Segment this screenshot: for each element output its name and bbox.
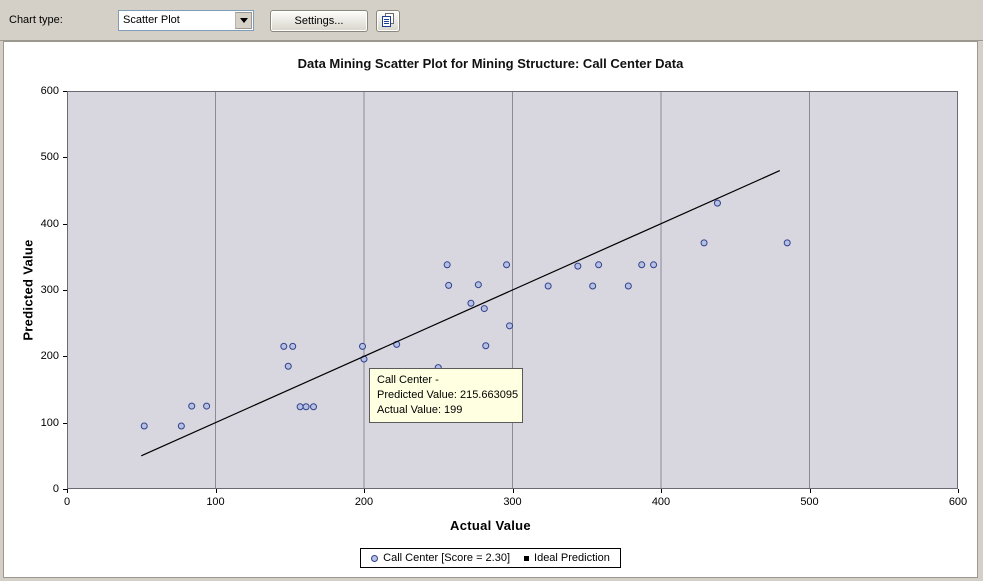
- y-tick-mark: [63, 91, 67, 92]
- scatter-point[interactable]: [482, 342, 490, 350]
- scatter-point[interactable]: [480, 305, 488, 313]
- legend-item-call-center: Call Center [Score = 2.30]: [371, 552, 510, 564]
- y-tick-label: 600: [40, 85, 59, 97]
- legend-label-call-center: Call Center [Score = 2.30]: [383, 552, 511, 564]
- x-axis-label: Actual Value: [450, 518, 531, 533]
- chevron-down-icon: [239, 18, 248, 23]
- x-tick-label: 500: [800, 496, 819, 508]
- scatter-point[interactable]: [359, 342, 367, 350]
- scatter-point[interactable]: [474, 281, 482, 289]
- chart-type-selected-value: Scatter Plot: [123, 14, 180, 26]
- chart-type-dropdown-arrow[interactable]: [235, 12, 252, 29]
- scatter-point[interactable]: [280, 342, 288, 350]
- scatter-marker-icon: [371, 554, 379, 562]
- scatter-point[interactable]: [177, 422, 185, 430]
- x-tick-mark: [958, 489, 959, 493]
- x-tick-mark: [661, 489, 662, 493]
- scatter-point[interactable]: [506, 322, 514, 330]
- x-tick-label: 0: [63, 496, 71, 508]
- scatter-point[interactable]: [289, 342, 297, 350]
- scatter-point[interactable]: [650, 261, 658, 269]
- copy-icon: [380, 12, 396, 31]
- x-tick-label: 200: [354, 496, 374, 508]
- scatter-point[interactable]: [140, 422, 148, 430]
- x-tick-label: 100: [206, 496, 225, 508]
- scatter-point[interactable]: [713, 199, 721, 207]
- scatter-plot: [67, 91, 958, 489]
- x-tick-mark: [809, 489, 811, 493]
- scatter-point[interactable]: [310, 403, 318, 411]
- tooltip-actual-line: Actual Value: 199: [377, 404, 463, 416]
- scatter-point[interactable]: [624, 282, 632, 290]
- y-tick-mark: [63, 223, 67, 225]
- scatter-point[interactable]: [203, 402, 211, 410]
- scatter-point[interactable]: [700, 239, 708, 247]
- x-tick-mark: [215, 489, 217, 493]
- scatter-point[interactable]: [188, 402, 196, 410]
- x-tick-label: 300: [503, 496, 522, 508]
- y-tick-mark: [63, 422, 67, 424]
- toolbar: Chart type: Scatter Plot Settings...: [0, 0, 983, 41]
- chart-type-select[interactable]: Scatter Plot: [118, 10, 254, 31]
- x-tick-mark: [512, 489, 514, 493]
- scatter-point[interactable]: [443, 261, 451, 269]
- chart-panel: Data Mining Scatter Plot for Mining Stru…: [3, 41, 978, 578]
- scatter-point[interactable]: [783, 239, 791, 247]
- scatter-point[interactable]: [595, 261, 603, 269]
- legend-box: Call Center [Score = 2.30] Ideal Predict…: [360, 548, 621, 568]
- scatter-point[interactable]: [589, 282, 597, 290]
- x-tick-mark: [67, 489, 68, 493]
- plot-border: [67, 91, 958, 489]
- legend-label-ideal-prediction: Ideal Prediction: [534, 552, 610, 564]
- x-tick-label: 400: [651, 496, 671, 508]
- x-tick-label: 600: [948, 496, 968, 508]
- y-tick-label: 100: [40, 416, 59, 429]
- y-tick-label: 400: [40, 217, 59, 230]
- scatter-point[interactable]: [503, 261, 511, 269]
- y-tick-mark: [63, 356, 67, 358]
- scatter-point[interactable]: [574, 262, 582, 270]
- y-tick-mark: [63, 489, 67, 490]
- ideal-prediction-line: [141, 170, 781, 457]
- scatter-point[interactable]: [544, 282, 552, 290]
- scatter-point[interactable]: [467, 299, 475, 307]
- settings-button[interactable]: Settings...: [270, 10, 368, 32]
- scatter-point[interactable]: [302, 403, 310, 411]
- chart-type-label: Chart type:: [9, 14, 63, 26]
- scatter-point[interactable]: [284, 362, 292, 370]
- y-tick-label: 200: [40, 350, 59, 363]
- y-tick-label: 500: [40, 151, 59, 164]
- scatter-point[interactable]: [445, 281, 453, 289]
- line-marker-icon: [524, 555, 530, 561]
- legend: Call Center [Score = 2.30] Ideal Predict…: [4, 548, 977, 568]
- legend-item-ideal-prediction: Ideal Prediction: [524, 552, 610, 564]
- tooltip-predicted-line: Predicted Value: 215.663095: [377, 389, 519, 401]
- scatter-point[interactable]: [296, 403, 304, 411]
- y-tick-mark: [63, 290, 67, 291]
- x-tick-mark: [364, 489, 365, 493]
- data-point-tooltip: Call Center - Predicted Value: 215.66309…: [369, 368, 523, 423]
- scatter-point[interactable]: [638, 261, 646, 269]
- y-tick-mark: [63, 157, 67, 159]
- y-tick-label: 300: [40, 284, 59, 296]
- copy-button[interactable]: [376, 10, 400, 32]
- chart-title: Data Mining Scatter Plot for Mining Stru…: [297, 56, 684, 71]
- tooltip-series-line: Call Center -: [377, 374, 439, 386]
- y-tick-label: 0: [52, 483, 59, 495]
